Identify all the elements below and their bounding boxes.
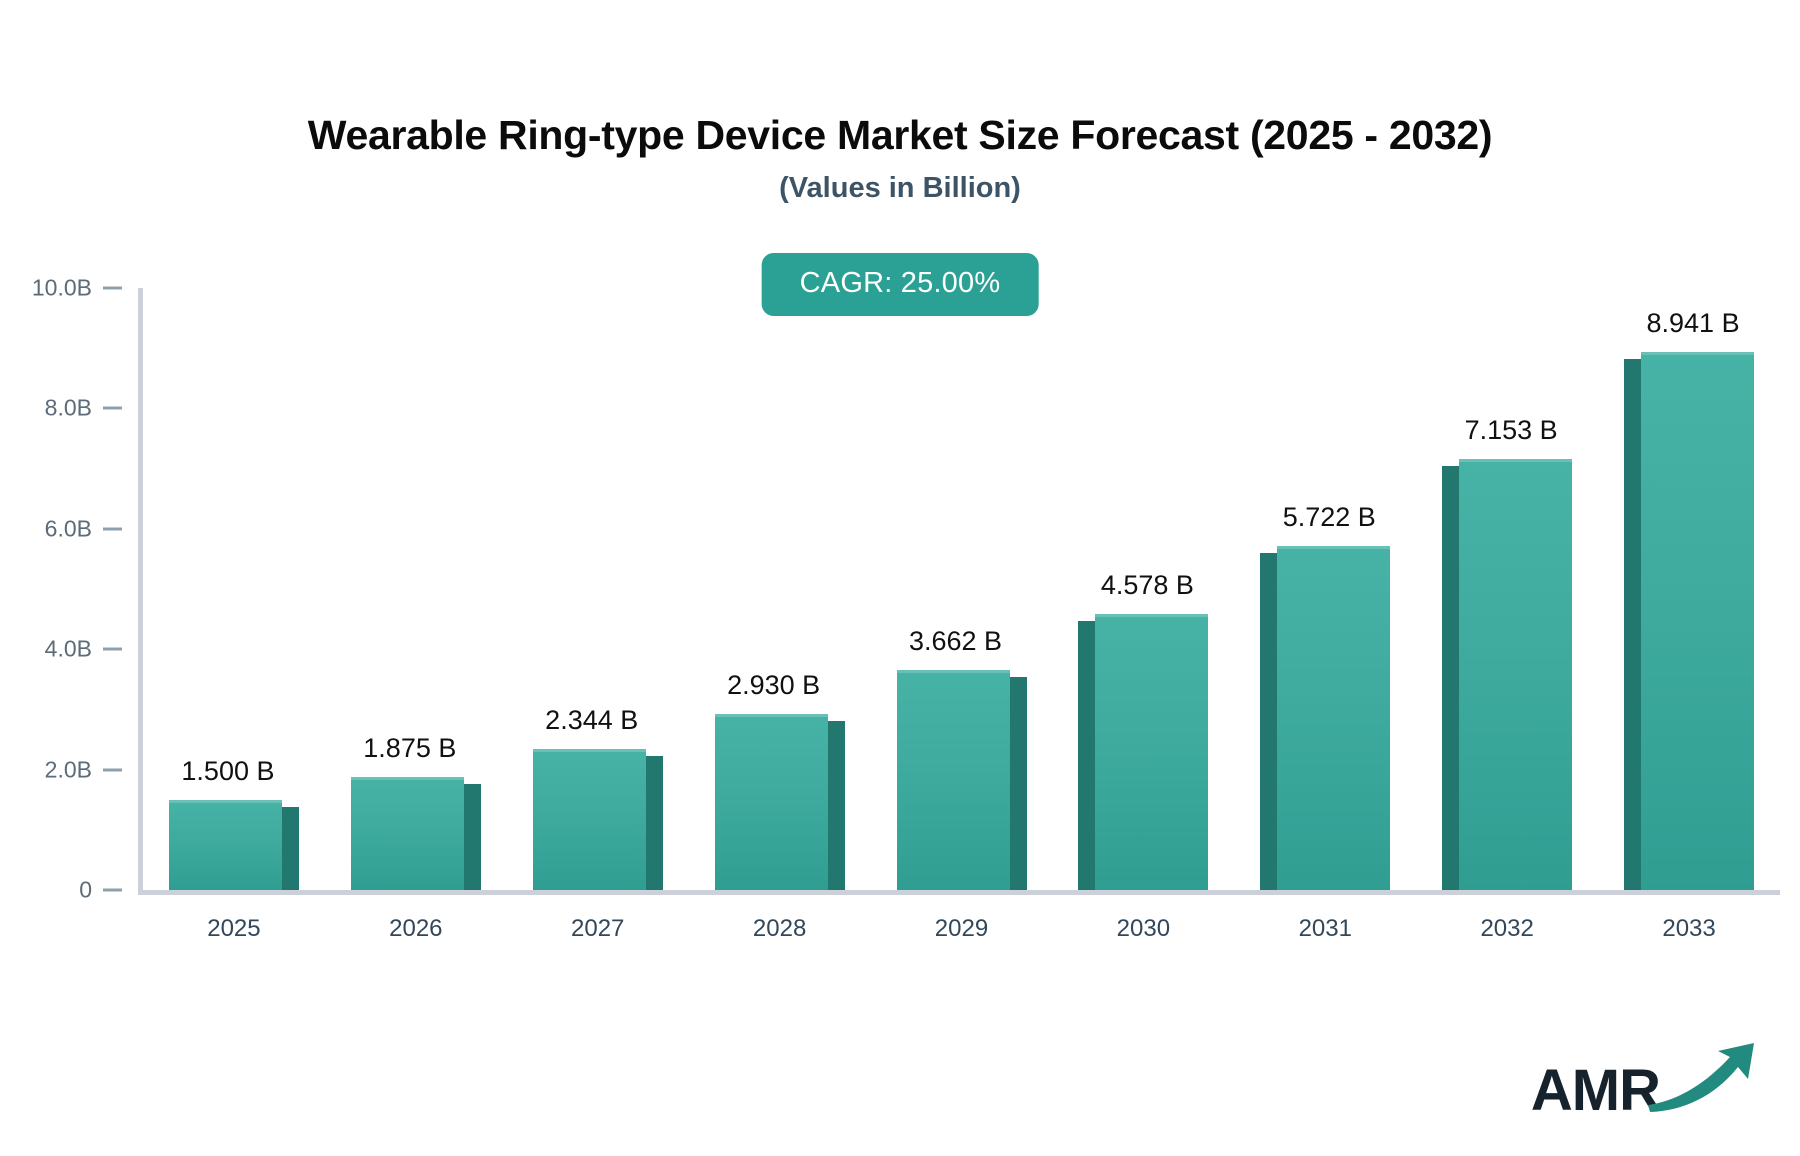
bar-column: [1078, 614, 1209, 890]
bar-front-face: [714, 713, 828, 890]
bar-column: [532, 748, 663, 890]
y-axis-line: [138, 288, 143, 894]
x-axis-line: [138, 890, 1780, 895]
amr-logo-text: AMR: [1530, 1058, 1661, 1123]
bar[interactable]: [714, 288, 845, 890]
y-axis-tick-label: 4.0B: [44, 635, 92, 662]
y-axis-tick-label: 2.0B: [44, 756, 92, 783]
bar[interactable]: [532, 288, 663, 890]
bar[interactable]: [1260, 288, 1391, 890]
bar-series: 1.500 B 1.875 B 2.344 B 2.930 B 3.662 B 4.578…: [143, 288, 1780, 890]
x-axis-tick-label: 2031: [1298, 915, 1352, 942]
x-axis-tick-label: 2026: [389, 915, 443, 942]
bar-value-label: 3.662 B: [908, 625, 1003, 656]
trend-up-arrow-icon: [1644, 1039, 1762, 1118]
x-axis-tick-label: 2028: [752, 915, 807, 942]
bar[interactable]: [896, 288, 1027, 890]
y-axis-tick-mark: [103, 888, 122, 892]
y-axis-tick-label: 8.0B: [44, 394, 92, 421]
bar-front-face: [1095, 614, 1209, 890]
bar-top-highlight: [350, 777, 464, 781]
bar[interactable]: [1442, 288, 1573, 890]
bar-side-face: [1078, 621, 1096, 890]
bar[interactable]: [168, 288, 299, 890]
x-axis-tick-label: 2027: [571, 915, 625, 942]
bar-value-label: 8.941 B: [1646, 307, 1740, 338]
bar-value-label: 1.500 B: [181, 755, 275, 786]
bar-side-face: [1260, 552, 1278, 890]
bar-top-highlight: [1277, 545, 1391, 549]
x-axis-tick-label: 2030: [1116, 915, 1171, 942]
bar-column: [896, 669, 1027, 890]
bar-value-label: 2.930 B: [727, 669, 821, 700]
bar-front-face: [1459, 459, 1573, 890]
bar-top-highlight: [532, 748, 646, 752]
page-title: Wearable Ring-type Device Market Size Fo…: [307, 112, 1493, 158]
y-axis-tick-mark: [103, 768, 122, 772]
x-axis-tick-label: 2033: [1662, 915, 1716, 942]
bar-value-label: 7.153 B: [1464, 415, 1558, 446]
y-axis-tick-label: 0: [79, 876, 92, 903]
y-axis-tick-mark: [103, 286, 122, 290]
bar-side-face: [645, 755, 663, 890]
bar-value-label: 4.578 B: [1100, 570, 1194, 601]
y-axis-tick-mark: [103, 647, 122, 651]
y-axis-tick-label: 10.0B: [31, 274, 92, 301]
bar-column: [1624, 351, 1755, 890]
x-axis-tick-label: 2025: [207, 915, 261, 942]
amr-logo: AMR: [1531, 1040, 1762, 1120]
bar[interactable]: [350, 288, 481, 890]
cagr-badge: CAGR: 25.00%: [761, 253, 1039, 316]
y-axis-tick-mark: [103, 527, 122, 531]
bar-top-highlight: [168, 799, 282, 803]
bar-top-highlight: [1095, 614, 1209, 618]
bar-column: [1442, 459, 1573, 890]
bar-side-face: [1624, 358, 1642, 890]
bar-value-label: 2.344 B: [545, 704, 639, 735]
y-axis-tick-mark: [103, 406, 122, 410]
x-axis-tick-label: 2032: [1480, 915, 1534, 942]
bar-side-face: [1442, 466, 1460, 890]
bar-column: [1260, 545, 1391, 890]
bar-column: [350, 777, 481, 890]
bar-value-label: 1.875 B: [363, 733, 457, 764]
bar-front-face: [350, 777, 464, 890]
bar[interactable]: [1078, 288, 1209, 890]
bar-value-label: 5.722 B: [1282, 501, 1376, 532]
bar-front-face: [532, 748, 646, 890]
bar-front-face: [168, 799, 282, 890]
bar-column: [168, 799, 299, 890]
bar-top-highlight: [896, 669, 1010, 673]
bar-side-face: [827, 720, 845, 890]
bar-top-highlight: [1459, 459, 1573, 463]
bar-side-face: [1009, 676, 1027, 890]
bar-front-face: [896, 669, 1010, 890]
x-axis-tick-label: 2029: [934, 915, 989, 942]
bar-front-face: [1641, 351, 1755, 890]
bar-front-face: [1277, 545, 1391, 890]
bar[interactable]: [1624, 288, 1755, 890]
bar-column: [714, 713, 845, 890]
bar-side-face: [463, 784, 481, 890]
bar-top-highlight: [1641, 351, 1755, 355]
y-axis-tick-label: 6.0B: [44, 515, 92, 542]
bar-top-highlight: [714, 713, 828, 717]
bar-side-face: [281, 806, 299, 890]
chart-subtitle: (Values in Billion): [779, 172, 1021, 204]
